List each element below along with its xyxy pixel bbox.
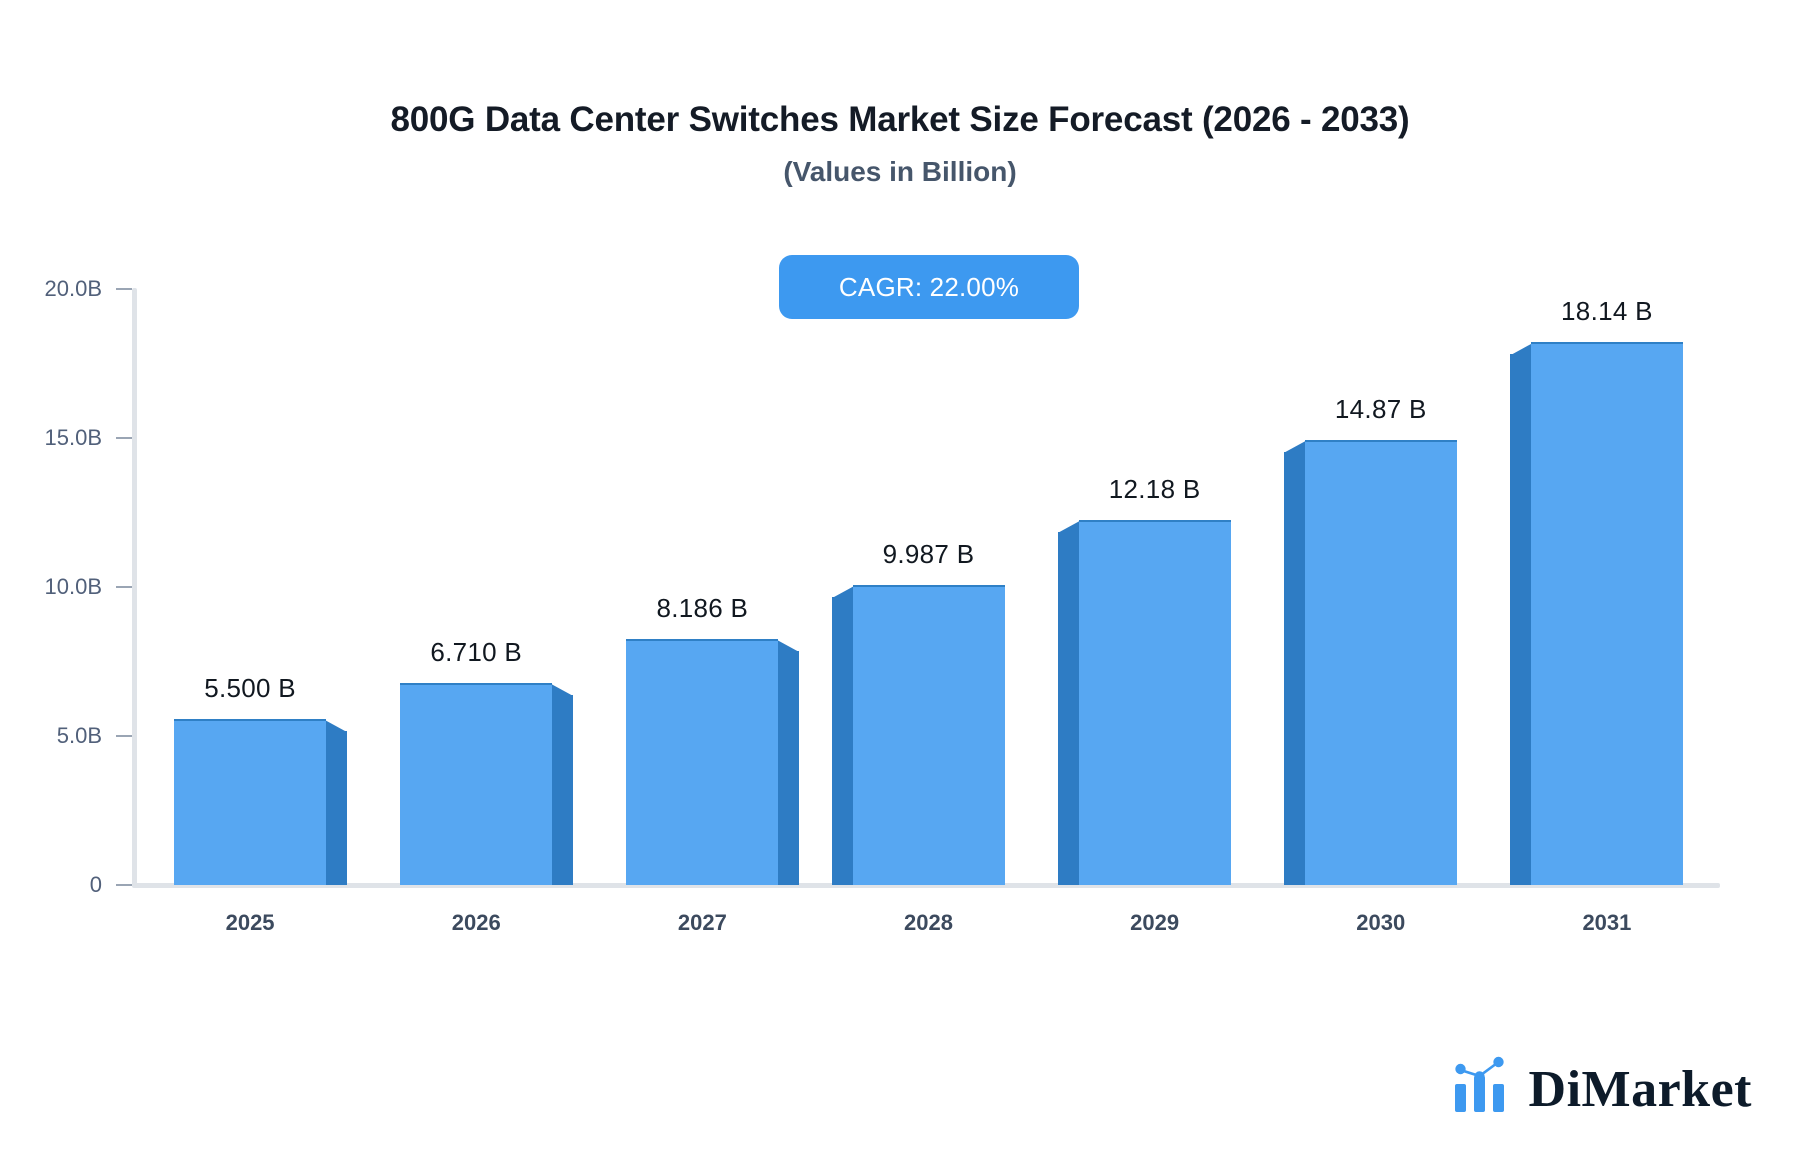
bar-front-face xyxy=(1530,342,1683,885)
cagr-badge: CAGR: 22.00% xyxy=(779,255,1079,319)
bar-value-label: 9.987 B xyxy=(882,539,975,570)
y-axis-tick-label: 10.0B xyxy=(44,574,103,599)
y-axis-tick-label: 0 xyxy=(89,872,102,897)
y-axis-tick-label: 20.0B xyxy=(44,276,103,301)
y-axis-line xyxy=(132,288,137,887)
y-axis-tick-mark xyxy=(116,884,132,886)
x-axis-line xyxy=(132,883,1720,888)
bar-side-cap xyxy=(777,640,800,653)
bar-2031[interactable] xyxy=(1509,342,1683,885)
bar-side-face xyxy=(1283,451,1306,885)
bar-2028[interactable] xyxy=(831,585,1005,885)
x-axis-tick-label: 2029 xyxy=(1130,910,1180,935)
bar-front-face xyxy=(1304,439,1457,885)
y-axis-tick-label: 5.0B xyxy=(56,723,102,748)
y-axis-tick-mark xyxy=(116,437,132,439)
y-axis-tick-mark xyxy=(116,586,132,588)
bar-2025[interactable] xyxy=(174,719,348,885)
bar-side-face xyxy=(1057,532,1080,885)
brand-name: DiMarket xyxy=(1528,1060,1752,1118)
y-axis-tick-mark xyxy=(116,288,132,290)
page-title: 800G Data Center Switches Market Size Fo… xyxy=(390,100,1410,139)
bar-side-cap xyxy=(551,684,574,697)
bar-value-label: 18.14 B xyxy=(1561,296,1653,327)
bar-2030[interactable] xyxy=(1283,439,1457,885)
bar-chart-icon xyxy=(1454,1056,1504,1112)
bar-value-label: 8.186 B xyxy=(656,593,749,624)
y-axis-tick-label: 15.0B xyxy=(44,425,103,450)
x-axis-tick-label: 2027 xyxy=(677,910,727,935)
x-axis-tick-label: 2026 xyxy=(451,910,501,935)
bar-2027[interactable] xyxy=(626,639,800,885)
x-axis-tick-label: 2031 xyxy=(1582,910,1632,935)
bar-value-label: 14.87 B xyxy=(1334,393,1427,424)
bar-front-face xyxy=(626,639,779,885)
chart-header: 800G Data Center Switches Market Size Fo… xyxy=(0,0,1800,188)
bar-side-cap xyxy=(325,720,348,733)
bar-front-face xyxy=(1078,520,1231,885)
bar-side-face xyxy=(551,695,574,885)
bar-2029[interactable] xyxy=(1057,520,1231,885)
bar-value-label: 5.500 B xyxy=(204,673,296,704)
bar-value-label: 6.710 B xyxy=(430,637,523,668)
x-axis-tick-label: 2028 xyxy=(904,910,953,935)
brand-logo: DiMarket xyxy=(1453,1056,1752,1118)
cagr-badge-label: CAGR: 22.00% xyxy=(838,271,1020,302)
y-axis-tick-mark xyxy=(116,735,132,737)
bar-side-face xyxy=(325,731,348,885)
bar-front-face xyxy=(400,683,553,885)
chart-subtitle: (Values in Billion) xyxy=(783,156,1017,188)
bar-front-face xyxy=(852,585,1005,885)
bar-value-label: 12.18 B xyxy=(1108,474,1201,505)
bar-front-face xyxy=(174,719,327,885)
bar-2026[interactable] xyxy=(400,683,574,885)
x-axis-tick-label: 2025 xyxy=(225,910,275,935)
bar-side-cap xyxy=(1057,521,1080,534)
bar-side-cap xyxy=(1509,343,1532,356)
x-axis-tick-label: 2030 xyxy=(1356,910,1406,935)
bar-side-face xyxy=(777,651,800,885)
bar-side-face xyxy=(1509,354,1532,885)
bar-side-cap xyxy=(1283,440,1306,453)
bar-side-face xyxy=(831,597,854,885)
